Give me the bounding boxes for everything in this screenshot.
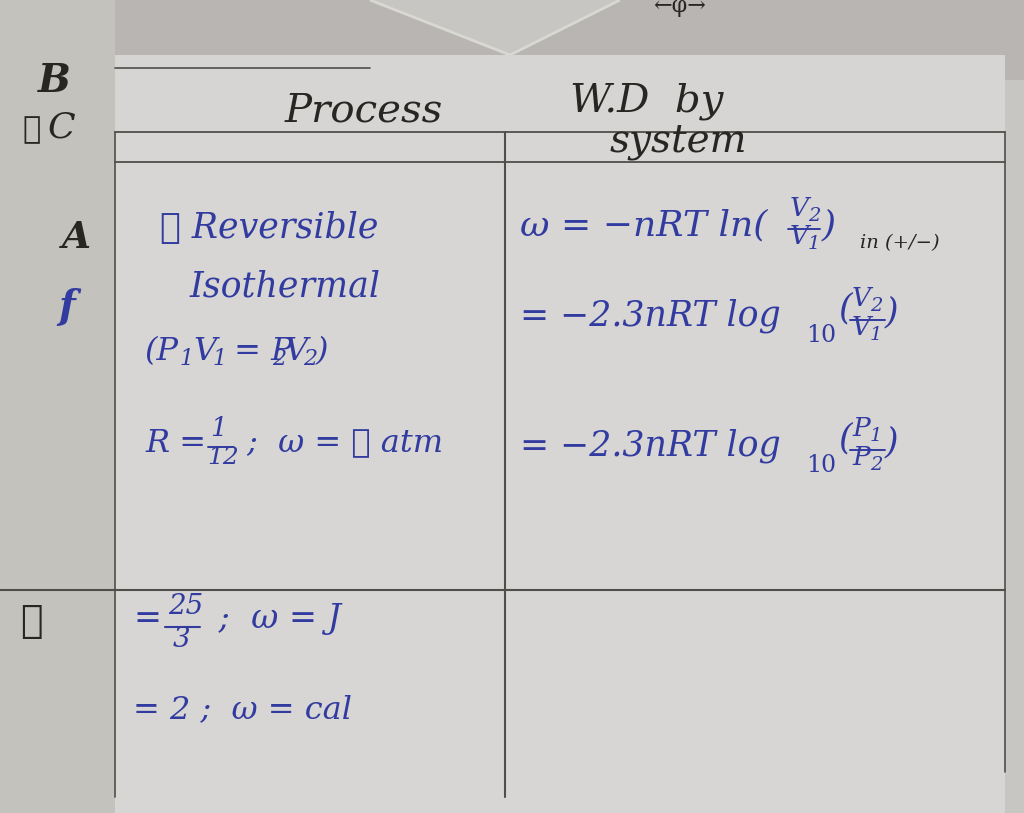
Text: f: f	[58, 288, 75, 326]
Text: ① Reversible: ① Reversible	[160, 211, 379, 245]
Text: 10: 10	[806, 454, 837, 477]
Text: (: (	[838, 421, 852, 455]
Text: = P: = P	[224, 336, 293, 367]
Text: ): )	[822, 208, 837, 242]
Text: Isothermal: Isothermal	[190, 269, 381, 303]
FancyBboxPatch shape	[115, 55, 1005, 132]
Text: (: (	[838, 291, 852, 325]
Text: 25: 25	[168, 593, 203, 620]
Polygon shape	[0, 0, 1024, 80]
Text: (P: (P	[145, 336, 179, 367]
Text: W.D  by: W.D by	[570, 83, 723, 120]
Text: in (+/−): in (+/−)	[860, 234, 940, 252]
Text: = 2 ;  ω = cal: = 2 ; ω = cal	[133, 694, 352, 725]
Text: ): )	[885, 425, 898, 459]
Text: 1: 1	[212, 348, 226, 370]
Text: 12: 12	[207, 446, 239, 469]
Text: 3: 3	[173, 626, 190, 653]
FancyBboxPatch shape	[0, 0, 115, 813]
Text: Process: Process	[285, 93, 443, 130]
Text: system: system	[610, 124, 748, 160]
Text: 1: 1	[808, 235, 820, 253]
Text: B: B	[38, 62, 71, 100]
Text: 2: 2	[870, 456, 883, 474]
Text: ;  ω = J: ; ω = J	[208, 603, 341, 635]
Text: A: A	[62, 219, 91, 256]
Text: = −2.3nRT log: = −2.3nRT log	[520, 298, 780, 333]
Text: ω = −nRT ln(: ω = −nRT ln(	[520, 208, 767, 242]
Text: ⑨: ⑨	[20, 604, 43, 640]
Text: V: V	[790, 196, 809, 221]
Text: V: V	[790, 224, 809, 249]
Text: V: V	[284, 336, 307, 367]
Text: V: V	[852, 286, 871, 311]
Text: C: C	[48, 111, 76, 145]
Text: = −2.3nRT log: = −2.3nRT log	[520, 428, 780, 463]
Text: 2: 2	[870, 297, 883, 315]
FancyBboxPatch shape	[115, 132, 1005, 813]
Text: ): )	[316, 336, 329, 367]
Text: 1: 1	[210, 416, 226, 441]
Text: V: V	[852, 315, 871, 340]
Text: ①: ①	[22, 114, 40, 145]
Text: 2: 2	[272, 348, 286, 370]
Text: ): )	[885, 295, 898, 329]
Text: P: P	[852, 445, 869, 470]
Text: =: =	[133, 603, 161, 635]
Text: ←φ→: ←φ→	[653, 0, 707, 17]
Text: R =: R =	[145, 428, 206, 459]
Text: ;  ω = ℓ atm: ; ω = ℓ atm	[237, 428, 443, 459]
Text: 1: 1	[870, 427, 883, 445]
Text: 1: 1	[179, 348, 194, 370]
Text: 2: 2	[303, 348, 317, 370]
Text: 10: 10	[806, 324, 837, 347]
Text: 1: 1	[870, 326, 883, 344]
Text: P: P	[852, 416, 869, 441]
Text: V: V	[193, 336, 216, 367]
Text: 2: 2	[808, 207, 820, 225]
